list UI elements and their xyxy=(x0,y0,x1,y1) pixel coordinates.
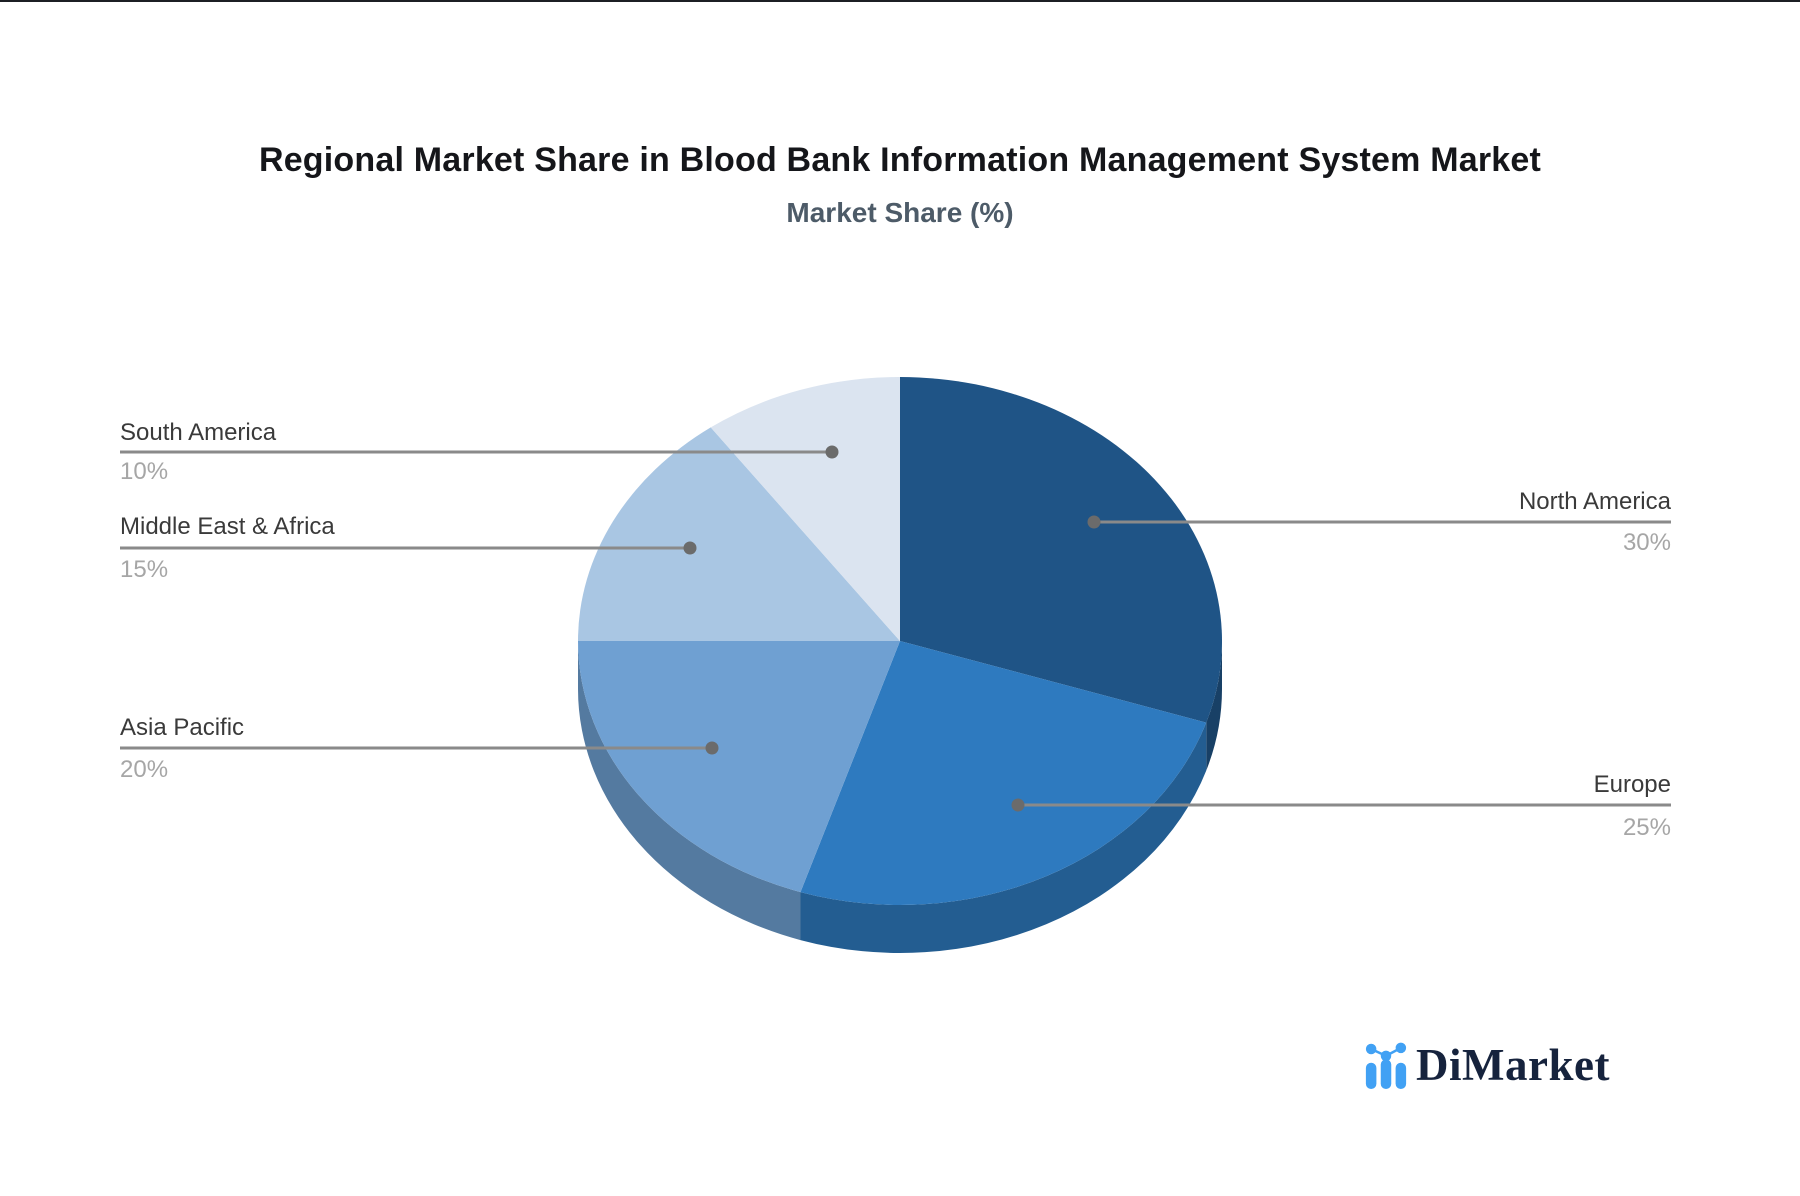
callout-label: Middle East & Africa xyxy=(120,513,335,540)
pie-slice-north-america xyxy=(900,377,1222,723)
callout-value: 15% xyxy=(120,556,169,583)
leader-dot-asia-pacific xyxy=(705,741,719,755)
pie-slice-south-america xyxy=(710,377,900,641)
callout-asia-pacific-value: 20% xyxy=(120,757,168,783)
chart-title: Regional Market Share in Blood Bank Info… xyxy=(258,141,1542,179)
callout-south-america-value: 10% xyxy=(120,459,168,485)
pie-slice-side-europe xyxy=(800,722,1207,954)
leader-dot-europe xyxy=(1011,798,1025,812)
pie-slice-side-asia-pacific xyxy=(578,641,801,941)
bar-chart-logo-icon xyxy=(1365,1042,1407,1089)
callout-europe-value: 25% xyxy=(1623,815,1671,841)
pie-slice-middle-east-africa xyxy=(578,427,900,641)
callout-label: Asia Pacific xyxy=(120,714,245,741)
leader-dot-south-america xyxy=(825,445,839,459)
pie-slice-asia-pacific xyxy=(578,641,900,893)
callout-middle-east-africa: Middle East & Africa xyxy=(120,514,335,540)
callout-value: 20% xyxy=(120,756,169,783)
callout-north-america: North America xyxy=(1519,489,1671,515)
callout-label: North America xyxy=(1518,488,1671,515)
logo-text: DiMarket xyxy=(1416,1040,1610,1090)
callout-label: South America xyxy=(120,419,277,446)
callout-value: 10% xyxy=(120,458,169,485)
callout-value: 30% xyxy=(1622,529,1671,556)
leader-dot-north-america xyxy=(1087,515,1101,529)
chart-subtitle: Market Share (%) xyxy=(786,197,1014,228)
callout-value: 25% xyxy=(1622,814,1671,841)
pie-slice-europe xyxy=(800,641,1207,906)
callout-middle-east-africa-value: 15% xyxy=(120,557,168,583)
callout-asia-pacific: Asia Pacific xyxy=(120,715,244,741)
leader-dot-middle-east-africa xyxy=(683,541,697,555)
window-top-border xyxy=(0,0,1800,2)
callout-north-america-value: 30% xyxy=(1623,530,1671,556)
callout-europe: Europe xyxy=(1594,772,1671,798)
logo: DiMarket xyxy=(1365,1040,1610,1090)
callout-south-america: South America xyxy=(120,420,276,446)
pie-slice-side-north-america xyxy=(1206,641,1222,771)
callout-label: Europe xyxy=(1593,771,1671,798)
